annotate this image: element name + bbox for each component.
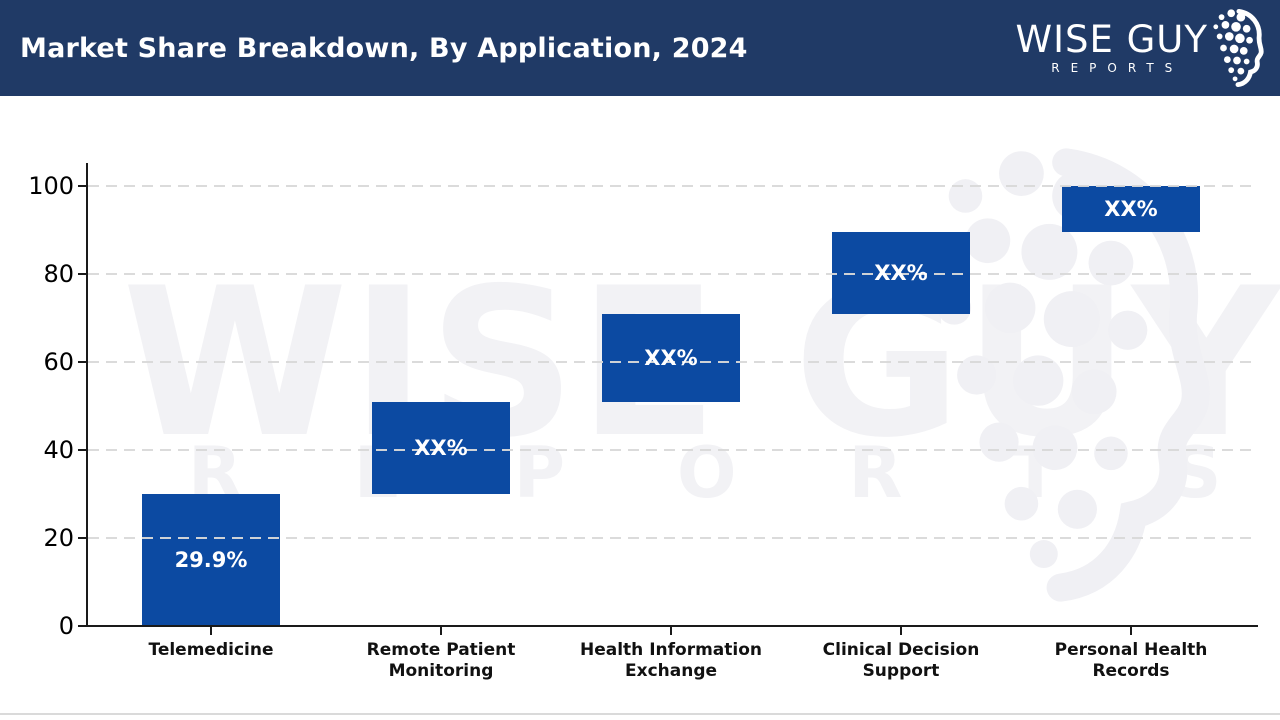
- y-axis-line: [86, 163, 88, 627]
- bar-2: [372, 401, 510, 495]
- y-tick-label-80: 80: [43, 260, 74, 288]
- category-label-line: Personal Health: [1054, 640, 1208, 660]
- bar-value-label-3: XX%: [644, 345, 698, 370]
- x-tick-5: [1130, 627, 1132, 635]
- gridline-20: [88, 537, 1256, 539]
- brand-subname: REPORTS: [1051, 60, 1184, 75]
- y-tick-0: [78, 625, 87, 627]
- category-label-3: Health Information Exchange: [551, 640, 791, 682]
- dotted-face-icon: [1213, 8, 1264, 88]
- brand-logo: WISE GUY REPORTS: [1016, 7, 1264, 89]
- header-bar: Market Share Breakdown, By Application, …: [0, 0, 1280, 96]
- bar-value-label-4: XX%: [874, 260, 928, 285]
- category-label-line: Exchange: [624, 661, 718, 681]
- y-tick-20: [78, 537, 87, 539]
- y-tick-label-20: 20: [43, 524, 74, 552]
- bar-1: [142, 494, 280, 626]
- brand-logo-text: WISE GUY REPORTS: [1015, 18, 1208, 75]
- y-tick-40: [78, 449, 87, 451]
- gridline-60: [88, 361, 1256, 363]
- category-label-line: Records: [1092, 661, 1170, 681]
- footer-divider: [0, 713, 1280, 715]
- brand-name: WISE GUY: [1015, 18, 1208, 62]
- category-label-line: Telemedicine: [148, 640, 274, 660]
- y-tick-80: [78, 273, 87, 275]
- y-tick-label-60: 60: [43, 348, 74, 376]
- gridline-80: [88, 273, 1256, 275]
- x-axis-line: [86, 625, 1258, 627]
- y-tick-label-0: 0: [58, 612, 74, 640]
- gridline-100: [88, 185, 1256, 187]
- x-tick-2: [440, 627, 442, 635]
- bar-value-label-2: XX%: [414, 436, 468, 460]
- x-tick-1: [210, 627, 212, 635]
- bar-value-label-5: XX%: [1104, 197, 1158, 222]
- bar-3: [602, 313, 740, 402]
- gridline-40: [88, 449, 1256, 451]
- y-tick-label-40: 40: [43, 436, 74, 464]
- category-label-5: Personal Health Records: [1011, 640, 1251, 682]
- category-label-line: Support: [862, 661, 940, 681]
- x-tick-4: [900, 627, 902, 635]
- category-label-2: Remote Patient Monitoring: [321, 640, 561, 682]
- bar-value-label-1: 29.9%: [174, 548, 248, 573]
- y-tick-60: [78, 361, 87, 363]
- category-label-line: Clinical Decision: [822, 640, 980, 660]
- y-tick-100: [78, 185, 87, 187]
- category-label-line: Remote Patient: [366, 640, 516, 660]
- y-tick-label-100: 100: [28, 172, 74, 200]
- category-label-line: Monitoring: [388, 661, 494, 681]
- x-tick-3: [670, 627, 672, 635]
- category-label-line: Health Information: [579, 640, 762, 660]
- category-label-1: Telemedicine: [91, 640, 331, 661]
- category-label-4: Clinical Decision Support: [781, 640, 1021, 682]
- page-title: Market Share Breakdown, By Application, …: [20, 32, 748, 64]
